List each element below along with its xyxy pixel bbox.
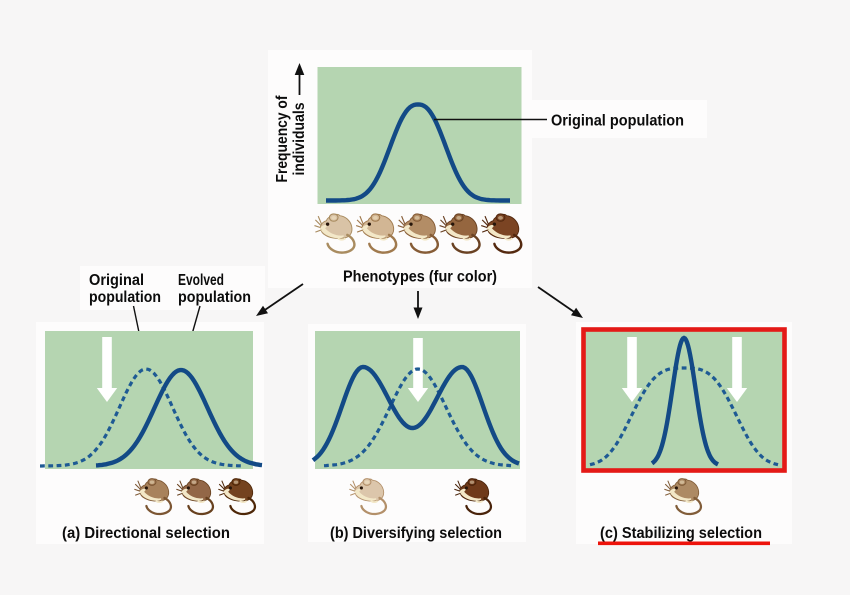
svg-text:Original population: Original population [551,113,684,130]
svg-text:Original: Original [89,272,144,289]
svg-text:population: population [178,289,251,306]
svg-text:(a) Directional selection: (a) Directional selection [62,525,230,542]
svg-text:Evolved: Evolved [178,272,224,289]
svg-text:population: population [89,289,161,306]
svg-text:Frequency ofindividuals: Frequency ofindividuals [274,95,308,183]
svg-text:(c) Stabilizing selection: (c) Stabilizing selection [600,525,762,542]
svg-text:(b) Diversifying selection: (b) Diversifying selection [330,525,502,542]
svg-text:Phenotypes (fur color): Phenotypes (fur color) [343,269,497,286]
